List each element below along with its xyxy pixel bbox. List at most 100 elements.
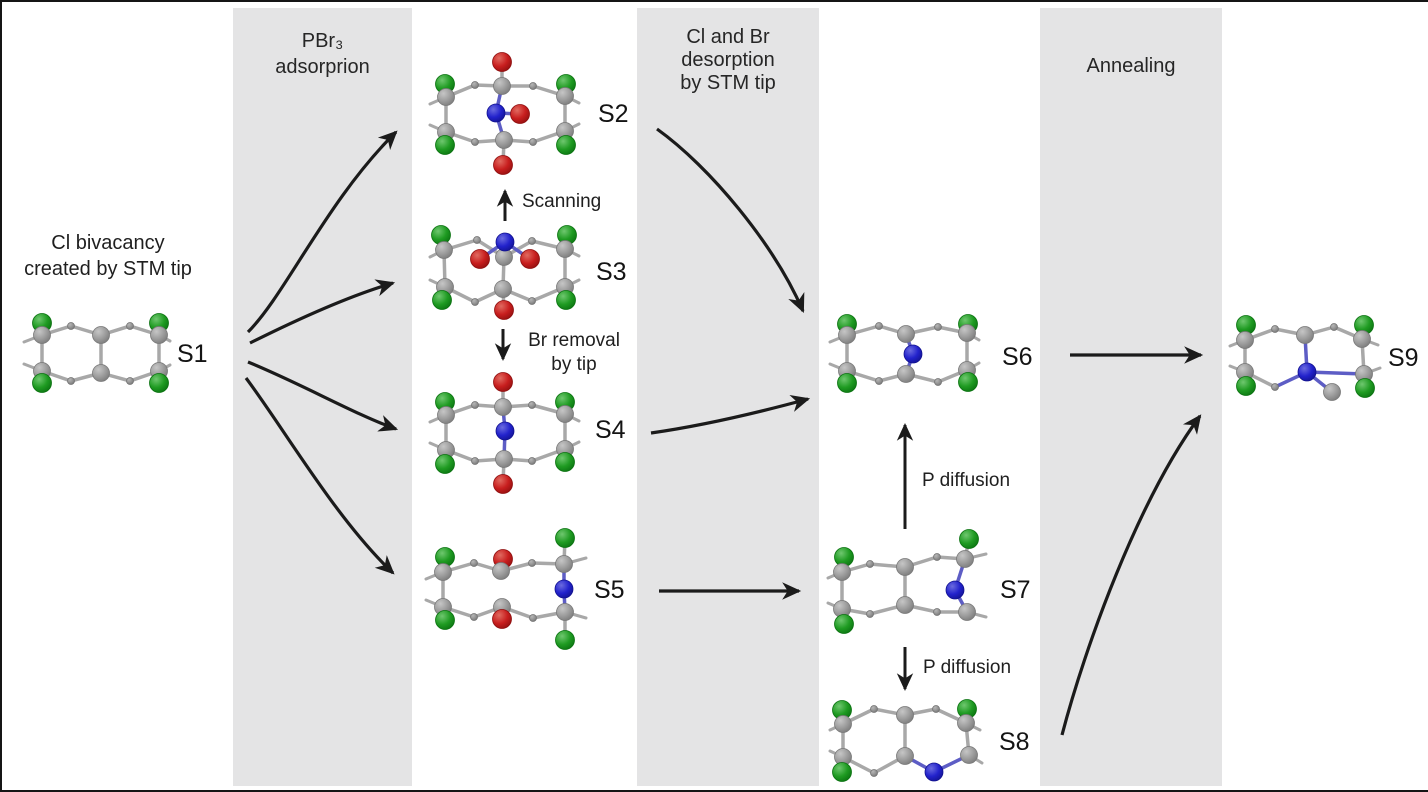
band-label-pbr3-adsorption: PBr₃ adsorprion [233, 28, 412, 80]
state-label-s8: S8 [999, 728, 1030, 756]
atom-si [529, 82, 537, 90]
atom-P [1297, 362, 1317, 382]
state-label-s3: S3 [596, 258, 627, 286]
atom-si [470, 613, 478, 621]
atom-Si [897, 325, 915, 343]
atom-si [126, 377, 134, 385]
atom-si [870, 705, 878, 713]
atom-Si [838, 326, 856, 344]
atom-Si [556, 405, 574, 423]
atom-Cl [1355, 378, 1375, 398]
atom-P [903, 344, 923, 364]
atom-Br [493, 155, 513, 175]
atom-si [866, 610, 874, 618]
atom-Br [492, 52, 512, 72]
atom-Si [150, 326, 168, 344]
atom-si [1271, 383, 1279, 391]
atom-Si [92, 326, 110, 344]
atom-si [528, 401, 536, 409]
state-label-s5: S5 [594, 576, 625, 604]
atom-Si [1236, 331, 1254, 349]
arrow-s4-to-s6 [650, 395, 811, 435]
atom-si [471, 81, 479, 89]
atom-si [67, 377, 75, 385]
atom-P [945, 580, 965, 600]
atom-Si [556, 87, 574, 105]
state-label-s7: S7 [1000, 576, 1031, 604]
atom-Cl [149, 373, 169, 393]
arrow-s1-to-s3 [249, 279, 396, 345]
atom-Br [494, 300, 514, 320]
molecule-s7 [826, 529, 988, 634]
arrow-s2-to-s6 [656, 127, 805, 314]
state-label-s1: S1 [177, 340, 208, 368]
band-label-cl-br-desorption: Cl and Br desorption by STM tip [637, 26, 819, 95]
process-label-p-diffusion-up: P diffusion [922, 469, 1032, 493]
atom-Si [1353, 330, 1371, 348]
process-label-line: by tip [551, 354, 597, 375]
caption-line: Cl bivacancy [51, 232, 165, 254]
process-label-line: Br removal [528, 330, 620, 351]
atom-si [471, 457, 479, 465]
atom-si [934, 323, 942, 331]
atom-si [528, 237, 536, 245]
atom-P [486, 103, 506, 123]
atom-si [529, 138, 537, 146]
atom-Cl [958, 372, 978, 392]
molecule-s3 [428, 225, 581, 320]
atom-Si [1323, 383, 1341, 401]
process-label-p-diffusion-down: P diffusion [923, 656, 1033, 680]
atom-si [471, 298, 479, 306]
atom-si [528, 559, 536, 567]
atom-si [934, 378, 942, 386]
band-label-annealing: Annealing [1040, 54, 1222, 78]
atom-Si [92, 364, 110, 382]
atom-Cl [435, 135, 455, 155]
atom-si [870, 769, 878, 777]
state-label-s9: S9 [1388, 344, 1419, 372]
atom-Br [470, 249, 490, 269]
atom-Si [492, 562, 510, 580]
atom-si [932, 705, 940, 713]
atom-Cl [834, 614, 854, 634]
atom-Cl [32, 373, 52, 393]
atom-Si [434, 563, 452, 581]
process-label-scanning: Scanning [522, 190, 632, 214]
atom-Si [957, 714, 975, 732]
molecule-s1 [22, 313, 172, 393]
atom-Si [896, 596, 914, 614]
atom-si [528, 297, 536, 305]
atom-si [470, 559, 478, 567]
atom-P [924, 762, 944, 782]
state-label-s6: S6 [1002, 343, 1033, 371]
atom-si [126, 322, 134, 330]
band-label-line: Annealing [1086, 55, 1176, 77]
state-label-s4: S4 [595, 416, 626, 444]
atom-Si [958, 324, 976, 342]
atom-Cl [1236, 376, 1256, 396]
caption-cl-bivacancy: Cl bivacancy created by STM tip [2, 230, 214, 282]
atom-Cl [556, 135, 576, 155]
atom-Cl [837, 373, 857, 393]
band-label-line: by STM tip [680, 72, 776, 94]
atom-si [528, 457, 536, 465]
atom-Cl [832, 762, 852, 782]
atom-si [1330, 323, 1338, 331]
arrow-s1-to-s5 [244, 377, 395, 575]
atom-Si [956, 550, 974, 568]
atom-Si [437, 406, 455, 424]
atom-P [554, 579, 574, 599]
atom-P [495, 421, 515, 441]
molecule-s9 [1228, 315, 1382, 401]
atom-Cl [555, 452, 575, 472]
atom-Si [896, 747, 914, 765]
atom-Si [555, 555, 573, 573]
molecule-s6 [828, 314, 981, 393]
caption-line: created by STM tip [24, 258, 192, 280]
atom-Si [494, 280, 512, 298]
atom-si [471, 138, 479, 146]
atom-Cl [432, 290, 452, 310]
molecule-s8 [828, 699, 984, 782]
atom-P [495, 232, 515, 252]
